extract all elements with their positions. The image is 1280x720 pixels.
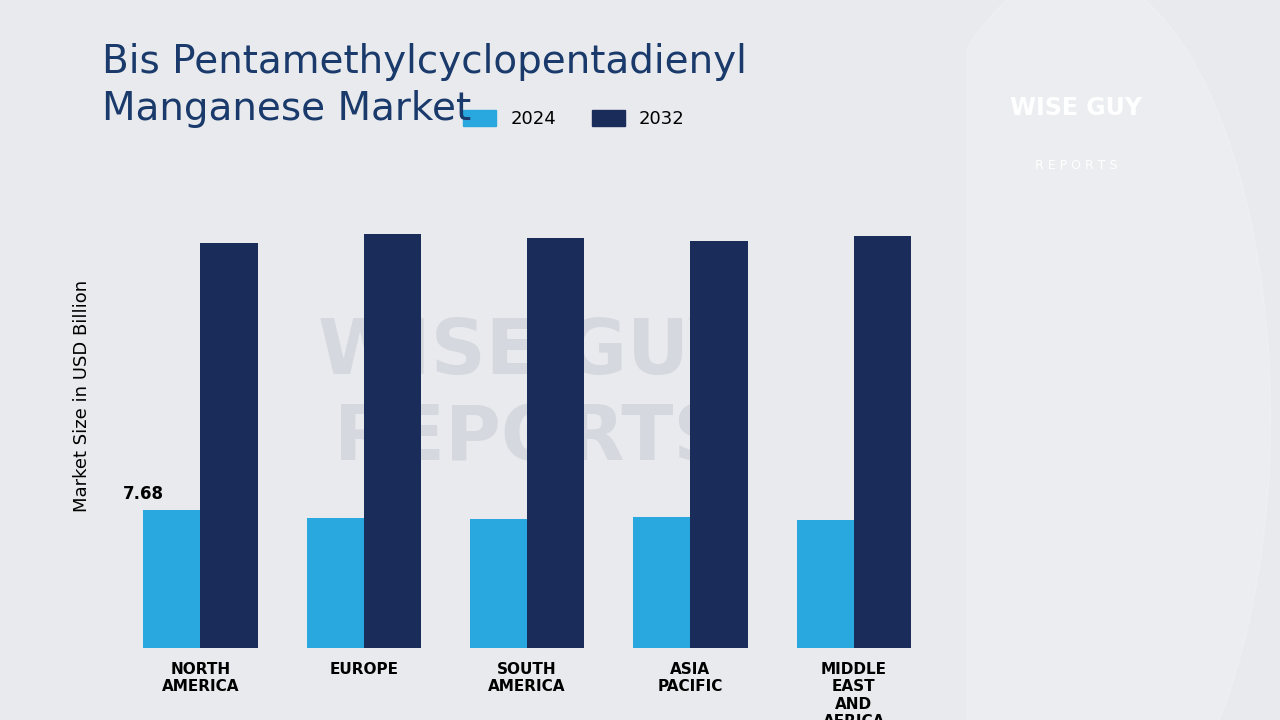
Bar bbox=[634, 517, 690, 648]
Text: Bis Pentamethylcyclopentadienyl
Manganese Market: Bis Pentamethylcyclopentadienyl Manganes… bbox=[102, 43, 748, 128]
Bar bbox=[364, 234, 421, 648]
Bar bbox=[143, 510, 201, 648]
Bar bbox=[796, 520, 854, 648]
Bar bbox=[201, 243, 257, 648]
Circle shape bbox=[882, 0, 1271, 720]
Legend: 2024, 2032: 2024, 2032 bbox=[456, 103, 692, 135]
Text: R E P O R T S: R E P O R T S bbox=[1036, 159, 1117, 172]
Y-axis label: Market Size in USD Billion: Market Size in USD Billion bbox=[73, 280, 91, 512]
Text: 7.68: 7.68 bbox=[123, 485, 164, 503]
Text: WISE GUY: WISE GUY bbox=[1010, 96, 1142, 120]
Bar bbox=[527, 238, 584, 648]
Bar bbox=[470, 519, 527, 648]
Bar bbox=[690, 241, 748, 648]
Text: WISE GUY
REPORTS: WISE GUY REPORTS bbox=[317, 316, 745, 476]
Bar bbox=[854, 236, 911, 648]
Bar bbox=[307, 518, 364, 648]
